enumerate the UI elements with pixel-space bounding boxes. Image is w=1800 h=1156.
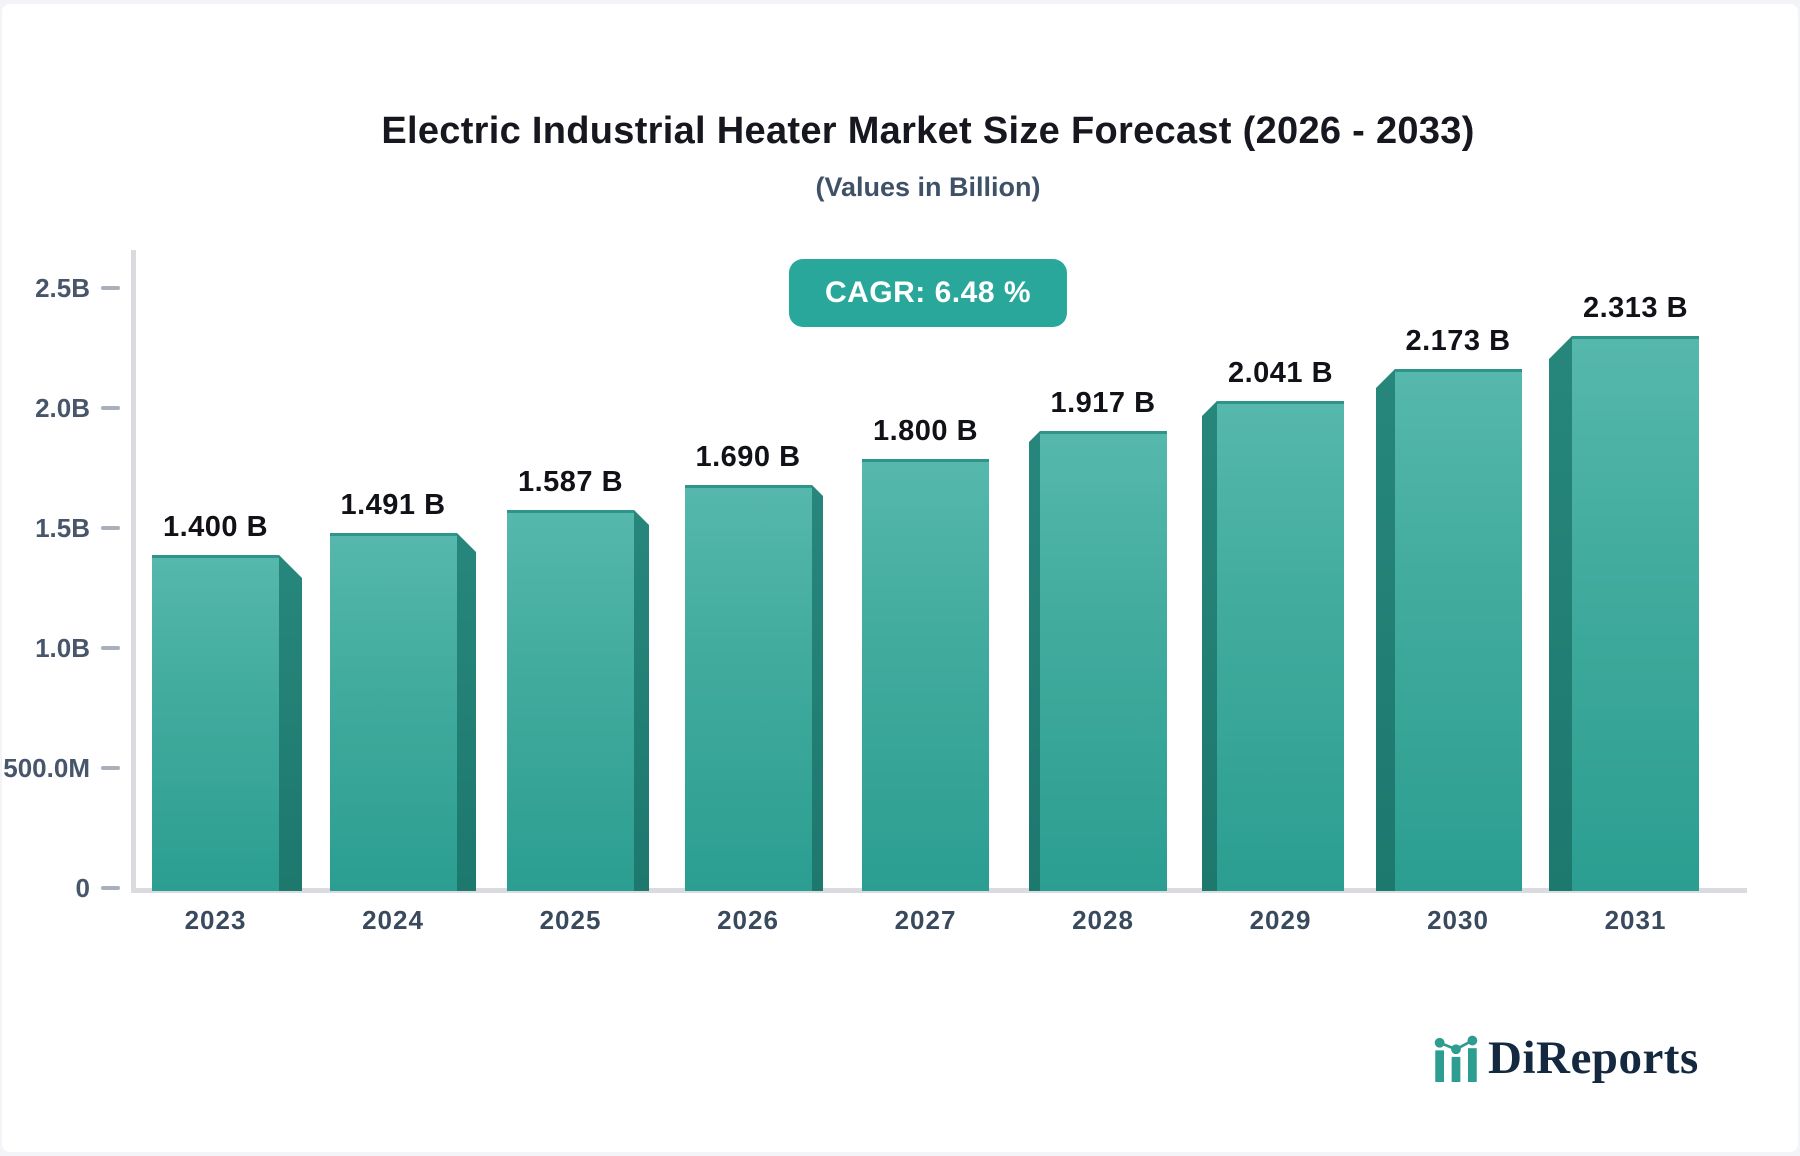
y-axis-tick-label: 0 (75, 873, 90, 903)
y-axis-tick-label: 1.0B (35, 633, 90, 663)
bar-2031 (1572, 336, 1699, 891)
y-axis-tick-mark (101, 286, 120, 290)
y-axis-tick-label: 1.5B (35, 513, 90, 543)
bar-2028 (1040, 431, 1167, 891)
y-axis-tick-mark (101, 526, 120, 530)
chart-card: Electric Industrial Heater Market Size F… (2, 4, 1798, 1152)
x-axis-label: 2025 (539, 905, 602, 935)
x-axis-label: 2029 (1249, 905, 1312, 935)
y-axis-tick-label: 2.0B (35, 393, 90, 423)
bar-side-face (1549, 336, 1572, 891)
x-axis-label: 2031 (1604, 905, 1667, 935)
y-axis-line (131, 250, 136, 893)
brand-name: DiReports (1488, 1032, 1699, 1084)
bar-line-chart-icon (1434, 1035, 1478, 1082)
chart-subtitle: (Values in Billion) (815, 172, 1041, 202)
y-axis-tick-mark (101, 886, 120, 890)
bar-value-label: 2.173 B (1405, 325, 1511, 357)
y-axis-tick-label: 2.5B (35, 273, 90, 303)
bar-2027 (862, 459, 989, 891)
x-axis-label: 2026 (717, 905, 779, 935)
y-axis-tick-label: 500.0M (3, 753, 90, 783)
cagr-badge: CAGR: 6.48 % (788, 259, 1068, 327)
bar-side-face (1376, 369, 1395, 891)
bar-value-label: 2.041 B (1227, 357, 1334, 389)
y-axis-tick-mark (101, 646, 120, 650)
brand-logo: DiReports (1434, 1034, 1699, 1082)
bar-side-face (812, 485, 823, 891)
bar-side-face (279, 555, 302, 891)
y-axis-tick-mark (101, 406, 120, 410)
bar-2025 (507, 510, 634, 891)
bar-value-label: 1.917 B (1050, 387, 1156, 419)
bar-2029 (1217, 401, 1344, 891)
chart-title: Electric Industrial Heater Market Size F… (381, 110, 1475, 152)
x-axis-label: 2028 (1072, 905, 1134, 935)
bar-2030 (1395, 369, 1522, 891)
bar-value-label: 1.400 B (162, 511, 269, 543)
bar-value-label: 2.313 B (1582, 292, 1689, 324)
bar-2026 (685, 485, 812, 891)
x-axis-label: 2024 (362, 905, 424, 935)
y-axis-tick-mark (101, 766, 120, 770)
bar-value-label: 1.800 B (872, 415, 979, 447)
bar-side-face (1029, 431, 1040, 891)
bar-side-face (457, 533, 476, 891)
x-axis-label: 2027 (894, 905, 957, 935)
bar-side-face (634, 510, 649, 891)
bar-value-label: 1.587 B (517, 466, 624, 498)
bar-2024 (330, 533, 457, 891)
bar-side-face (1202, 401, 1217, 891)
x-axis-label: 2023 (184, 905, 247, 935)
x-axis-label: 2030 (1427, 905, 1489, 935)
bar-value-label: 1.491 B (340, 489, 446, 521)
bar-value-label: 1.690 B (695, 441, 801, 473)
bar-2023 (152, 555, 279, 891)
